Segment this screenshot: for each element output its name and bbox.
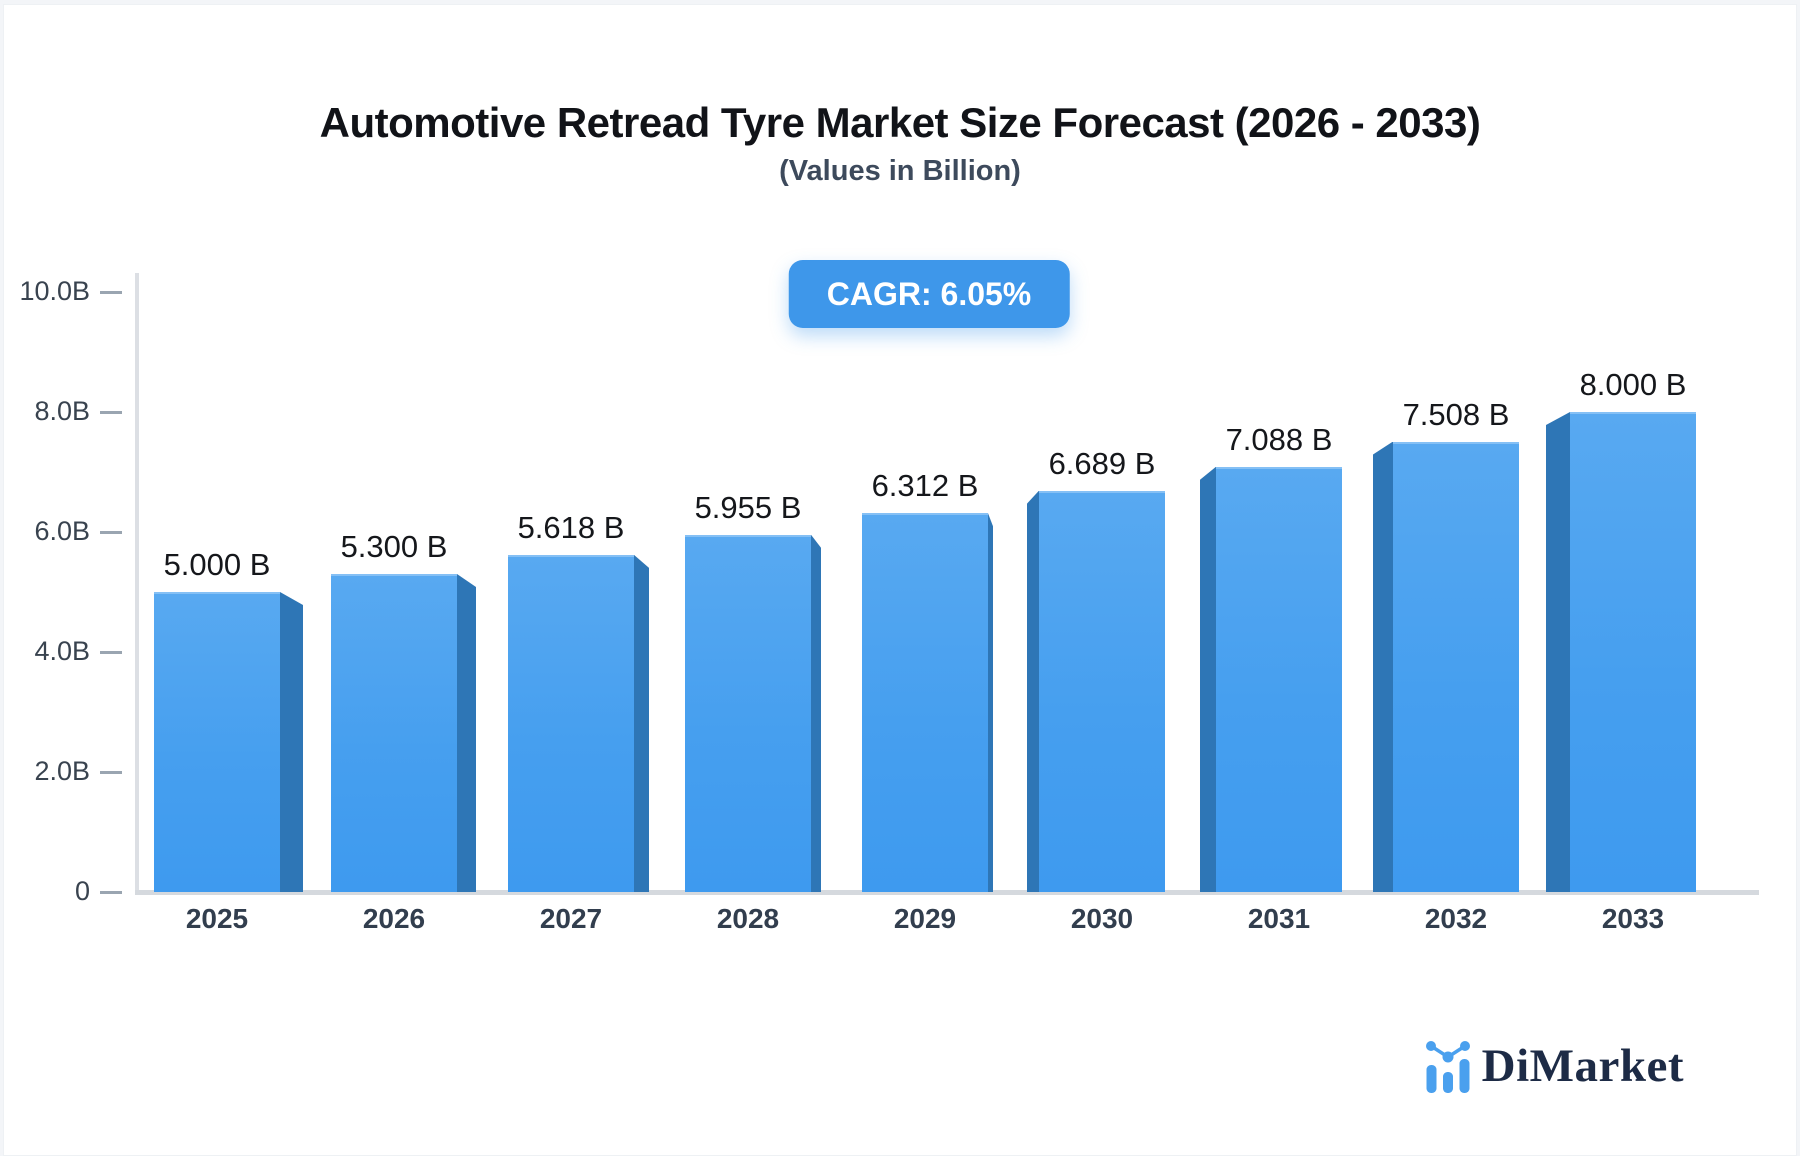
bar-2030 [1039,490,1165,892]
bar-3d-side [1027,490,1039,892]
bar-value-label: 5.000 B [163,547,271,582]
bar-3d-side [280,592,303,892]
brand-logo: DiMarket [1425,1039,1684,1093]
x-axis-label-2032: 2032 [1424,903,1488,934]
y-tick-mark [100,531,122,534]
bar-3d-side [1200,466,1216,892]
bar-2026 [331,574,457,892]
bar-value-label: 6.312 B [871,468,979,504]
bar-3d-side [1546,412,1570,892]
y-tick-mark [100,771,122,774]
bar-3d-side [457,574,476,892]
bar-2031 [1216,466,1342,892]
chart-subtitle: (Values in Billion) [779,155,1021,187]
bar-2027 [508,554,634,892]
brand-name: DiMarket [1481,1040,1684,1092]
x-axis-label-2030: 2030 [1070,903,1134,934]
bar-3d-side [1373,441,1393,892]
bar-value-label: 6.689 B [1048,445,1156,481]
y-tick-label: 10.0B [19,276,90,306]
bar-3d-side [988,513,993,892]
x-axis-label-2025: 2025 [185,903,249,934]
x-axis-label-2028: 2028 [716,903,780,934]
chart-title: Automotive Retread Tyre Market Size Fore… [319,99,1481,146]
x-axis-line [135,890,1759,895]
y-tick-label: 2.0B [34,756,90,786]
x-axis-label-2026: 2026 [362,903,426,934]
bar-value-label: 7.508 B [1402,396,1510,432]
y-axis-line [135,273,139,893]
bar-3d-side [634,554,649,892]
bar-value-label: 7.088 B [1225,421,1333,457]
chart-card: Automotive Retread Tyre Market Size Fore… [3,4,1797,1156]
dimarket-chart-icon [1425,1041,1470,1093]
y-tick-mark [100,291,122,294]
bar-2029 [862,513,988,892]
bar-2028 [685,534,811,892]
bar-2033 [1570,412,1696,892]
y-tick-label: 0 [74,876,90,906]
bar-3d-side [811,534,821,892]
y-tick-label: 8.0B [34,396,90,426]
cagr-badge: CAGR: 6.05% [788,260,1070,328]
y-tick-mark [100,651,122,654]
bar-chart-plot-area: 0 2.0B 4.0B 6.0B 8.0B 10.0B 5.000 B 2025 5.300 B… [4,5,1796,1155]
x-axis-label-2033: 2033 [1601,903,1665,934]
y-tick-label: 4.0B [34,636,90,666]
bar-value-label: 8.000 B [1579,367,1687,402]
y-tick-mark [100,891,122,894]
bar-2032 [1393,441,1519,892]
bar-value-label: 5.618 B [517,509,625,545]
y-tick-label: 6.0B [34,516,90,546]
bar-value-label: 5.300 B [340,529,448,564]
x-axis-label-2029: 2029 [893,903,957,934]
x-axis-label-2031: 2031 [1247,903,1311,934]
x-axis-label-2027: 2027 [539,903,603,934]
bar-2025 [154,592,280,892]
bar-value-label: 5.955 B [694,489,802,525]
y-tick-mark [100,411,122,414]
